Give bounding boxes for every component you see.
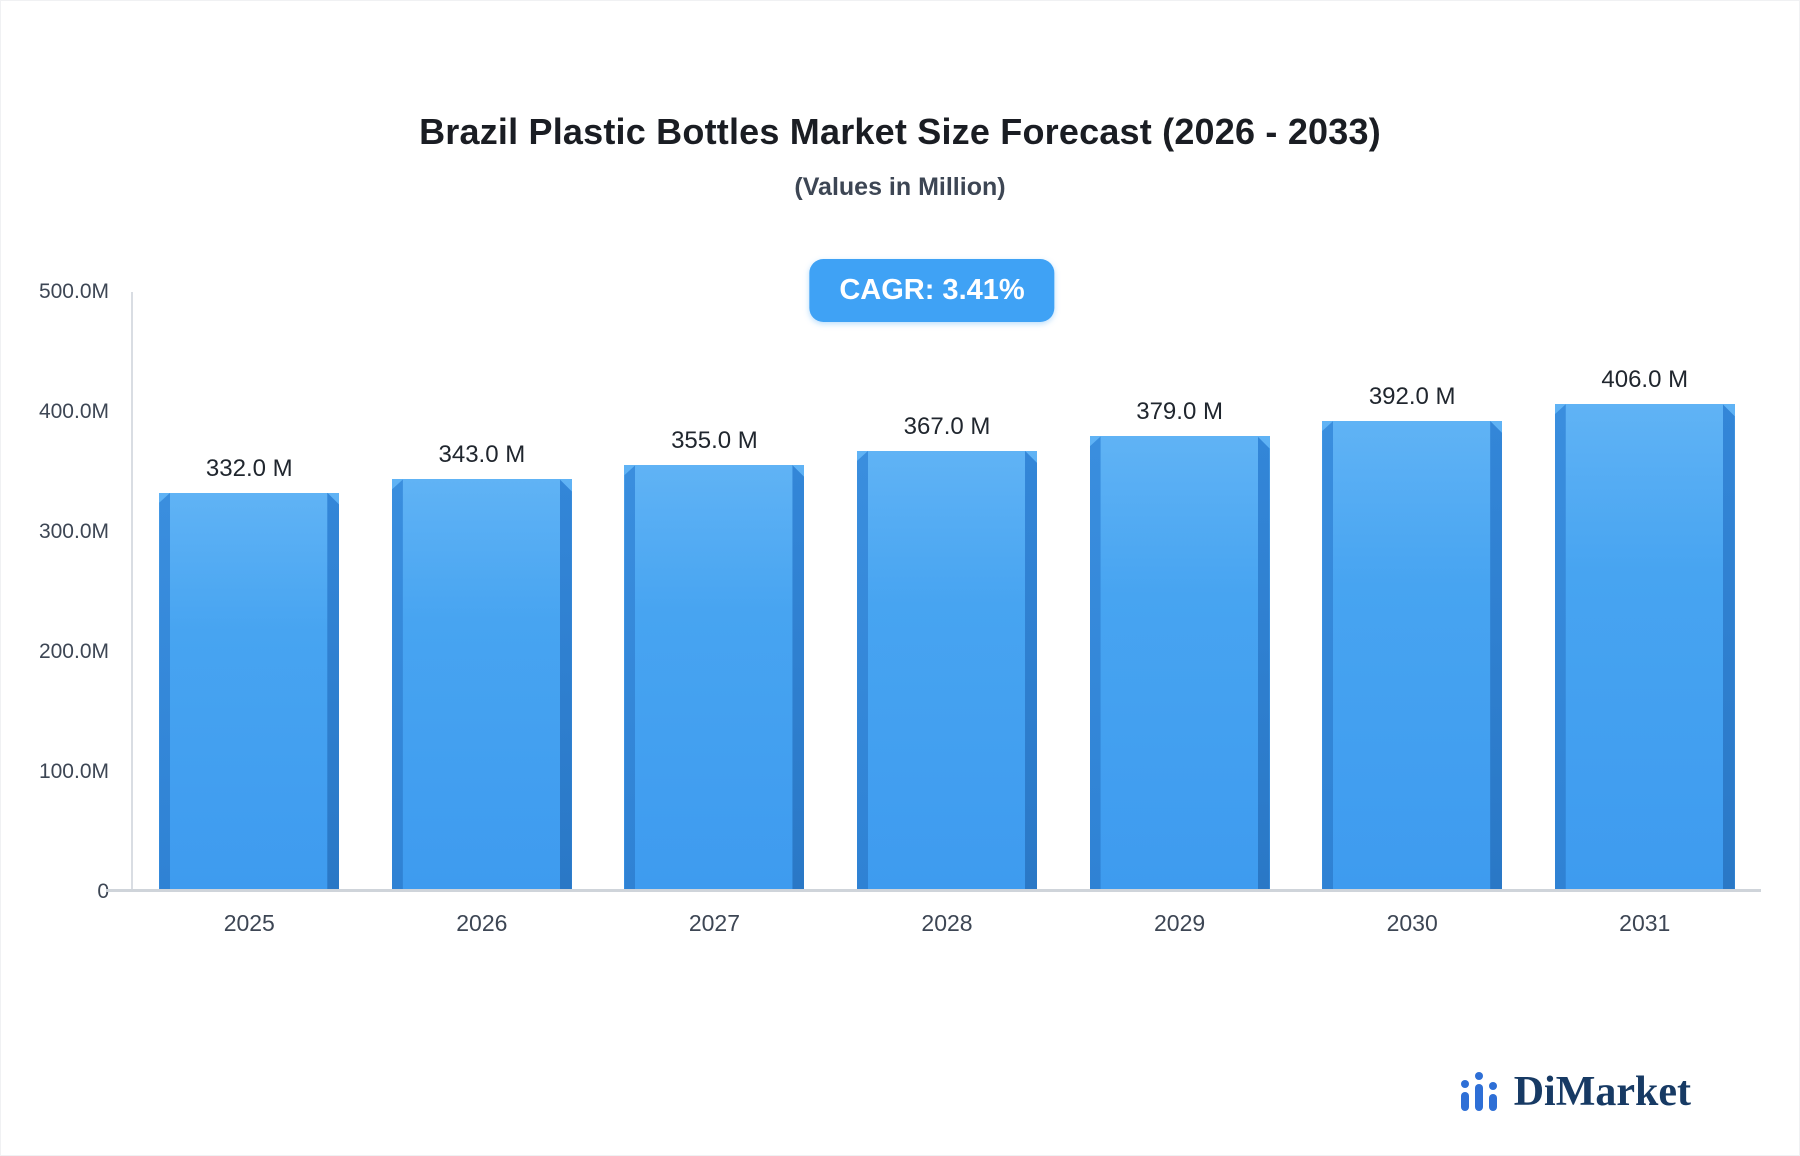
bar-2031[interactable] bbox=[1554, 404, 1735, 889]
bar-2025[interactable] bbox=[159, 492, 340, 889]
bar-value-label: 367.0 M bbox=[903, 412, 991, 440]
dimarket-logo: DiMarket bbox=[1456, 1067, 1691, 1113]
plot-area: 332.0 M 2025 343.0 M 2026 355.0 M 2027 367.0 M… bbox=[106, 292, 1761, 936]
x-axis-label: 2026 bbox=[456, 910, 508, 936]
chart-subtitle: (Values in Million) bbox=[794, 173, 1006, 201]
bar-group: 367.0 M 2028 bbox=[831, 292, 1064, 936]
bar-2030[interactable] bbox=[1322, 420, 1503, 889]
chart-title: Brazil Plastic Bottles Market Size Forec… bbox=[419, 111, 1381, 152]
y-tick-label: 100.0M bbox=[38, 760, 109, 783]
bar-value-label: 355.0 M bbox=[671, 427, 758, 455]
bar-group: 355.0 M 2027 bbox=[598, 292, 831, 936]
bar-group: 343.0 M 2026 bbox=[366, 292, 599, 936]
x-axis-label: 2029 bbox=[1154, 910, 1206, 936]
bar-group: 332.0 M 2025 bbox=[133, 292, 366, 936]
bar-2026[interactable] bbox=[391, 479, 572, 889]
x-axis-label: 2031 bbox=[1619, 910, 1671, 936]
y-axis: 0 100.0M 200.0M 300.0M 400.0M 500.0M bbox=[1, 280, 119, 903]
x-axis-label: 2030 bbox=[1386, 910, 1438, 936]
y-tick-label: 400.0M bbox=[38, 400, 109, 423]
x-axis-label: 2025 bbox=[223, 910, 275, 936]
bar-2028[interactable] bbox=[857, 450, 1038, 889]
bar-value-label: 343.0 M bbox=[438, 441, 526, 469]
y-tick-label: 200.0M bbox=[38, 640, 109, 663]
x-axis-label: 2028 bbox=[921, 910, 973, 936]
bar-value-label: 392.0 M bbox=[1368, 382, 1456, 410]
bar-chart-icon bbox=[1460, 1072, 1497, 1111]
bar-group: 406.0 M 2031 bbox=[1528, 292, 1761, 936]
bar-group: 379.0 M 2029 bbox=[1063, 292, 1296, 936]
cagr-badge: CAGR: 3.41% bbox=[809, 259, 1055, 322]
x-axis-label: 2027 bbox=[688, 910, 741, 936]
y-tick-label: 500.0M bbox=[38, 280, 109, 303]
bar-2029[interactable] bbox=[1089, 436, 1270, 889]
logo-text: DiMarket bbox=[1513, 1069, 1691, 1115]
bar-2027[interactable] bbox=[624, 465, 805, 889]
y-tick-label: 300.0M bbox=[38, 520, 109, 543]
bar-value-label: 379.0 M bbox=[1136, 398, 1223, 426]
y-tick-label: 0 bbox=[97, 880, 109, 903]
bar-group: 392.0 M 2030 bbox=[1296, 292, 1529, 936]
bar-value-label: 406.0 M bbox=[1601, 366, 1689, 394]
bar-value-label: 332.0 M bbox=[205, 454, 293, 482]
